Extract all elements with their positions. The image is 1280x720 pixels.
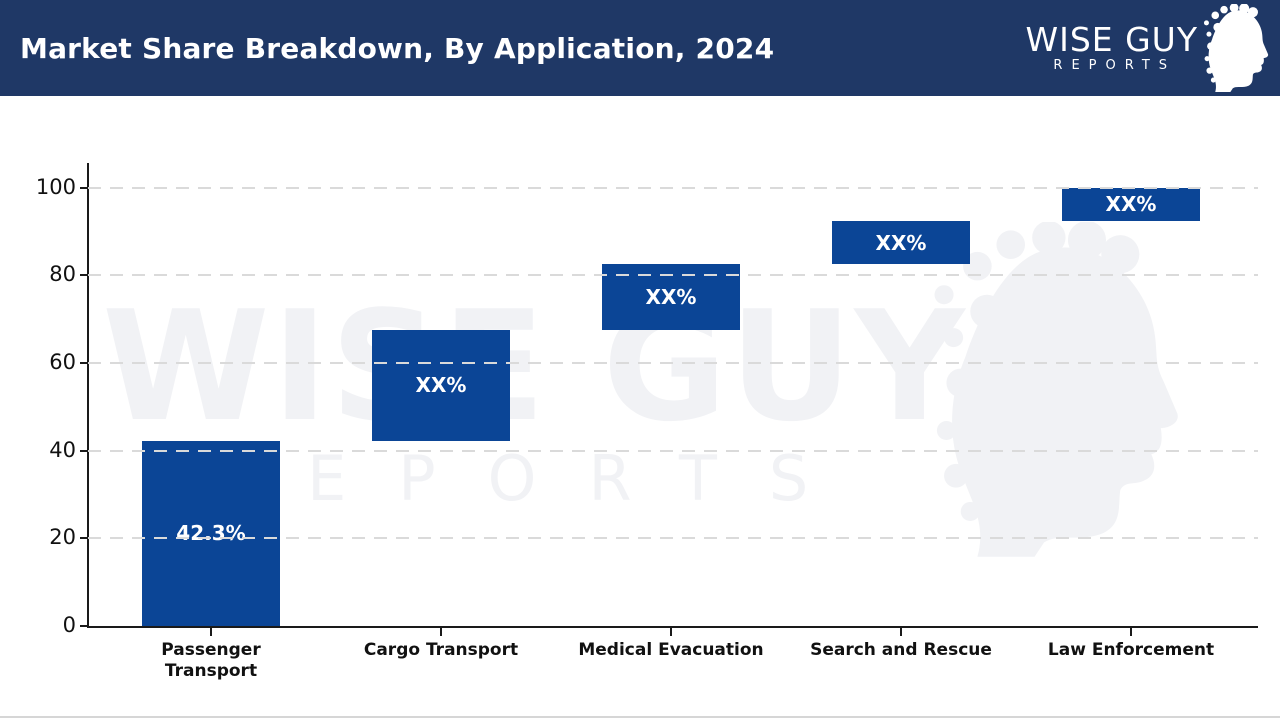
watermark-head-profile-icon: [925, 220, 1187, 562]
gridline: [88, 449, 1258, 452]
bar-search-and-rescue: XX%: [832, 221, 970, 265]
x-category-label: Cargo Transport: [363, 640, 519, 660]
bar-cargo-transport: XX%: [372, 330, 510, 441]
y-tick-label: 100: [35, 174, 76, 199]
x-axis-tick: [210, 628, 212, 636]
watermark-wordmark: WISE GUY: [102, 278, 967, 455]
y-tick-label: 60: [49, 349, 76, 374]
gridline: [88, 537, 1258, 540]
y-axis-tick: [80, 449, 88, 452]
x-axis-tick: [670, 628, 672, 636]
bar-value-label: XX%: [645, 285, 697, 310]
x-category-label: Passenger Transport: [161, 640, 261, 681]
x-axis-tick: [1130, 628, 1132, 636]
bar-value-label: XX%: [415, 373, 467, 398]
bar-passenger-transport: 42.3%: [142, 440, 280, 626]
header-band: Market Share Breakdown, By Application, …: [0, 0, 1280, 96]
x-category-label: Search and Rescue: [810, 640, 992, 660]
bar-value-label: XX%: [1105, 192, 1157, 217]
bar-value-label: XX%: [875, 230, 927, 255]
x-category-label: Law Enforcement: [1047, 640, 1215, 660]
page-title: Market Share Breakdown, By Application, …: [20, 31, 775, 65]
y-tick-label: 0: [62, 613, 76, 637]
gridline: [88, 186, 1258, 189]
wise-guy-reports-logo: WISE GUY REPORTS: [1025, 0, 1272, 96]
bar-law-enforcement: XX%: [1062, 187, 1200, 222]
y-axis-tick: [80, 625, 88, 627]
x-axis-tick: [900, 628, 902, 636]
y-axis-tick: [80, 274, 88, 277]
footer-divider: [0, 716, 1280, 718]
logo-sub-wordmark: REPORTS: [1053, 58, 1177, 73]
x-category-label: Medical Evacuation: [578, 640, 764, 660]
gridline: [88, 274, 1258, 277]
y-axis-spine: [87, 163, 89, 627]
y-tick-label: 80: [49, 262, 76, 287]
y-axis-tick: [80, 361, 88, 364]
y-tick-label: 20: [49, 525, 76, 550]
y-axis-tick: [80, 537, 88, 540]
watermark-sub-wordmark: REPORTS: [212, 442, 861, 515]
gridline: [88, 361, 1258, 364]
logo-text: WISE GUY REPORTS: [1025, 23, 1198, 73]
bar-value-label: 42.3%: [176, 521, 246, 546]
x-axis-tick: [440, 628, 442, 636]
y-tick-label: 40: [49, 437, 76, 462]
x-axis-spine: [87, 626, 1258, 628]
head-profile-logo-icon: [1200, 4, 1272, 92]
logo-wordmark: WISE GUY: [1025, 20, 1198, 59]
y-axis-tick: [80, 186, 88, 189]
